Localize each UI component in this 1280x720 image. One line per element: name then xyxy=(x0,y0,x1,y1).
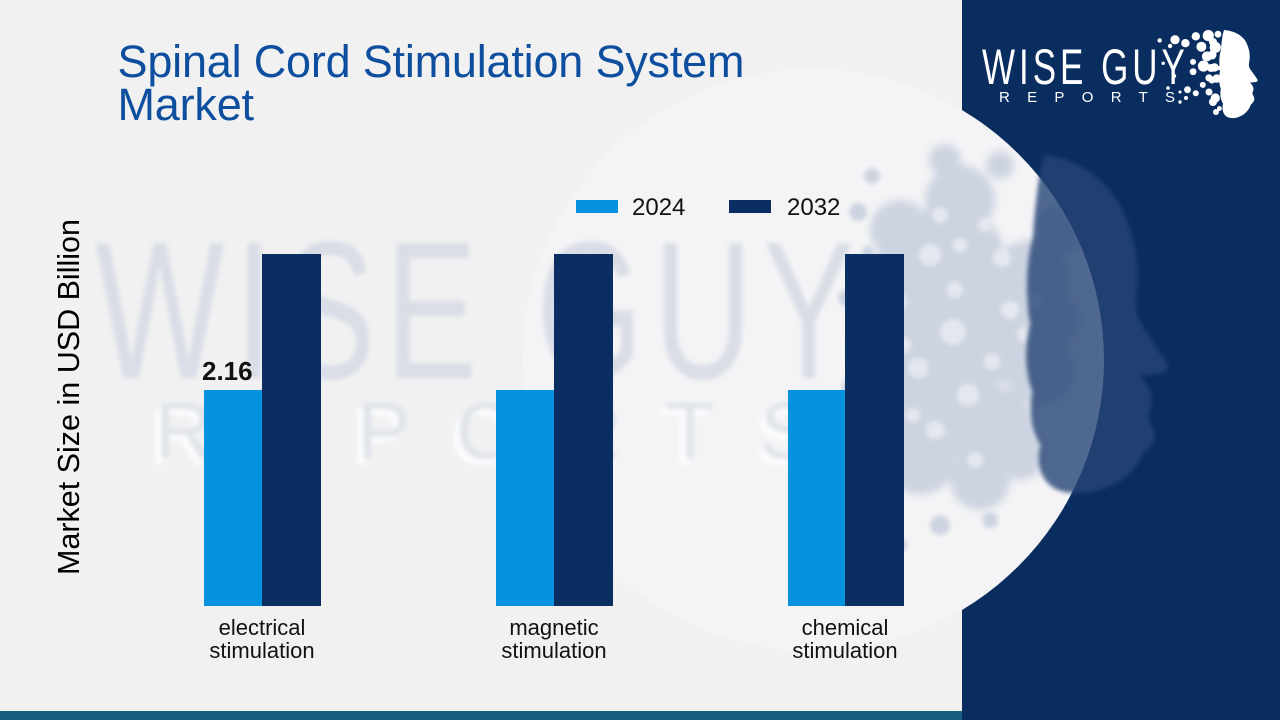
svg-text:WISE GUY: WISE GUY xyxy=(982,40,1189,96)
svg-text:WISE GUY: WISE GUY xyxy=(95,201,865,420)
svg-text:REPORTS: REPORTS xyxy=(999,89,1192,106)
